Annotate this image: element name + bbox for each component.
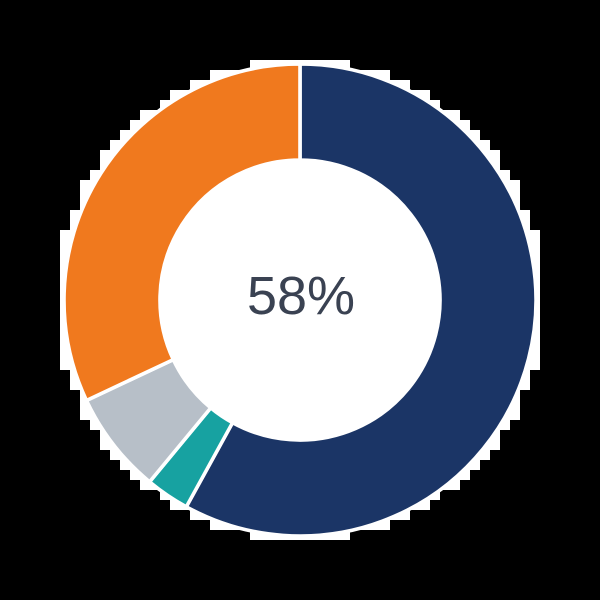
svg-text:58%: 58% [247,266,355,326]
